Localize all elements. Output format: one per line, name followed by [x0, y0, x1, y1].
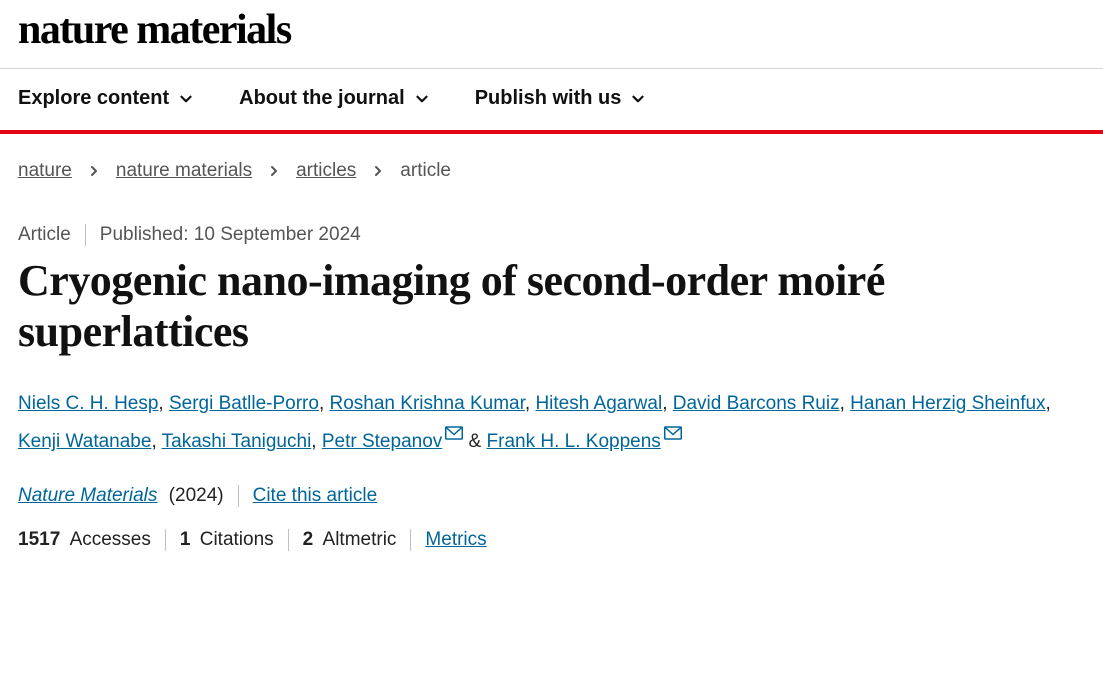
chevron-down-icon	[177, 90, 195, 108]
nav-label: Publish with us	[475, 87, 622, 110]
journal-year: (2024)	[169, 485, 224, 506]
author-link[interactable]: Takashi Taniguchi	[162, 431, 312, 452]
breadcrumb: nature nature materials articles article	[0, 134, 1103, 190]
nav-label: Explore content	[18, 87, 169, 110]
author-list: Niels C. H. Hesp, Sergi Batlle-Porro, Ro…	[0, 357, 1103, 461]
chevron-right-icon	[86, 163, 102, 179]
author-separator: ,	[525, 393, 536, 414]
author-link[interactable]: Petr Stepanov	[322, 431, 442, 452]
citations-metric: 1 Citations	[180, 529, 274, 551]
article-meta: Article Published: 10 September 2024	[0, 190, 1103, 246]
author-link[interactable]: Hanan Herzig Sheinfux	[850, 393, 1045, 414]
breadcrumb-current: article	[400, 160, 451, 182]
nav-item-2[interactable]: Publish with us	[475, 87, 648, 110]
divider	[288, 529, 289, 551]
author-link[interactable]: Frank H. L. Koppens	[487, 431, 661, 452]
author-separator: ,	[151, 431, 161, 452]
metrics-link[interactable]: Metrics	[425, 529, 486, 551]
accesses-metric: 1517 Accesses	[18, 529, 151, 551]
divider	[85, 224, 86, 246]
chevron-right-icon	[370, 163, 386, 179]
divider	[238, 485, 239, 507]
breadcrumb-link[interactable]: nature	[18, 160, 72, 182]
divider	[410, 529, 411, 551]
altmetric-metric: 2 Altmetric	[303, 529, 397, 551]
article-type: Article	[18, 224, 71, 246]
divider	[165, 529, 166, 551]
author-separator: ,	[840, 393, 851, 414]
nav-item-0[interactable]: Explore content	[18, 87, 195, 110]
article-title: Cryogenic nano-imaging of second-order m…	[0, 246, 1103, 357]
breadcrumb-link[interactable]: nature materials	[116, 160, 252, 182]
author-link[interactable]: Niels C. H. Hesp	[18, 393, 158, 414]
author-separator: ,	[1046, 393, 1051, 414]
nav-item-1[interactable]: About the journal	[239, 87, 431, 110]
author-separator: ,	[662, 393, 673, 414]
nav-label: About the journal	[239, 87, 405, 110]
mail-icon[interactable]	[445, 426, 463, 440]
chevron-right-icon	[266, 163, 282, 179]
author-link[interactable]: Hitesh Agarwal	[535, 393, 662, 414]
journal-link[interactable]: Nature Materials	[18, 485, 157, 506]
author-link[interactable]: David Barcons Ruiz	[673, 393, 840, 414]
top-nav-bar: Explore content About the journal Publish …	[0, 68, 1103, 134]
chevron-down-icon	[629, 90, 647, 108]
breadcrumb-link[interactable]: articles	[296, 160, 356, 182]
author-link[interactable]: Roshan Krishna Kumar	[330, 393, 525, 414]
author-separator: &	[463, 431, 486, 452]
top-nav: Explore content About the journal Publish …	[0, 69, 1103, 130]
metrics-line: 1517 Accesses 1 Citations 2 Altmetric Me…	[0, 507, 1103, 569]
chevron-down-icon	[413, 90, 431, 108]
author-separator: ,	[158, 393, 169, 414]
cite-article-link[interactable]: Cite this article	[253, 485, 378, 507]
brand-logo[interactable]: nature materials	[0, 0, 1103, 68]
journal-line: Nature Materials (2024) Cite this articl…	[0, 461, 1103, 507]
published-date: Published: 10 September 2024	[100, 224, 361, 246]
author-separator: ,	[319, 393, 330, 414]
author-link[interactable]: Sergi Batlle-Porro	[169, 393, 319, 414]
author-separator: ,	[311, 431, 322, 452]
author-link[interactable]: Kenji Watanabe	[18, 431, 151, 452]
mail-icon[interactable]	[664, 426, 682, 440]
